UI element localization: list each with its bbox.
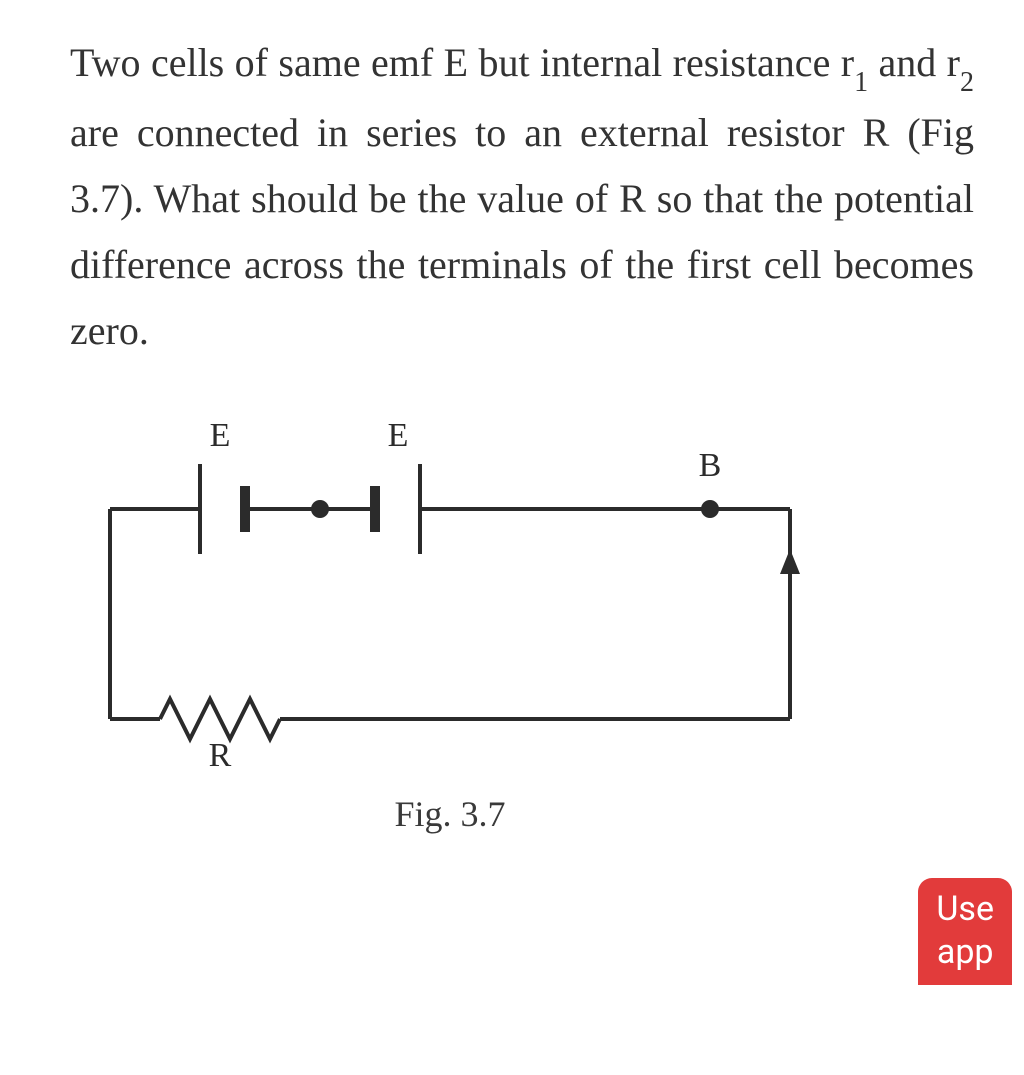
cell2-label: E	[388, 417, 409, 454]
problem-statement: Two cells of same emf E but internal res…	[70, 30, 974, 364]
cell1-label: E	[210, 417, 231, 454]
use-app-line2: app	[936, 931, 994, 974]
figure-caption: Fig. 3.7	[70, 793, 830, 835]
node-b-label: B	[699, 447, 722, 484]
use-app-badge[interactable]: Use app	[918, 878, 1012, 985]
subscript-1: 1	[854, 67, 868, 98]
problem-text-part-1: Two cells of same emf E but internal res…	[70, 40, 854, 85]
node-dot-b	[701, 500, 719, 518]
problem-text-part-3: are connected in series to an external r…	[70, 110, 974, 353]
current-arrow-icon	[780, 549, 800, 574]
circuit-diagram: E E B R	[70, 394, 830, 774]
node-dot-mid	[311, 500, 329, 518]
problem-text-part-2: and r	[868, 40, 960, 85]
use-app-line1: Use	[936, 888, 994, 931]
circuit-figure: E E B R Fig. 3.7	[70, 394, 830, 835]
resistor-label: R	[209, 737, 232, 774]
subscript-2: 2	[960, 67, 974, 98]
